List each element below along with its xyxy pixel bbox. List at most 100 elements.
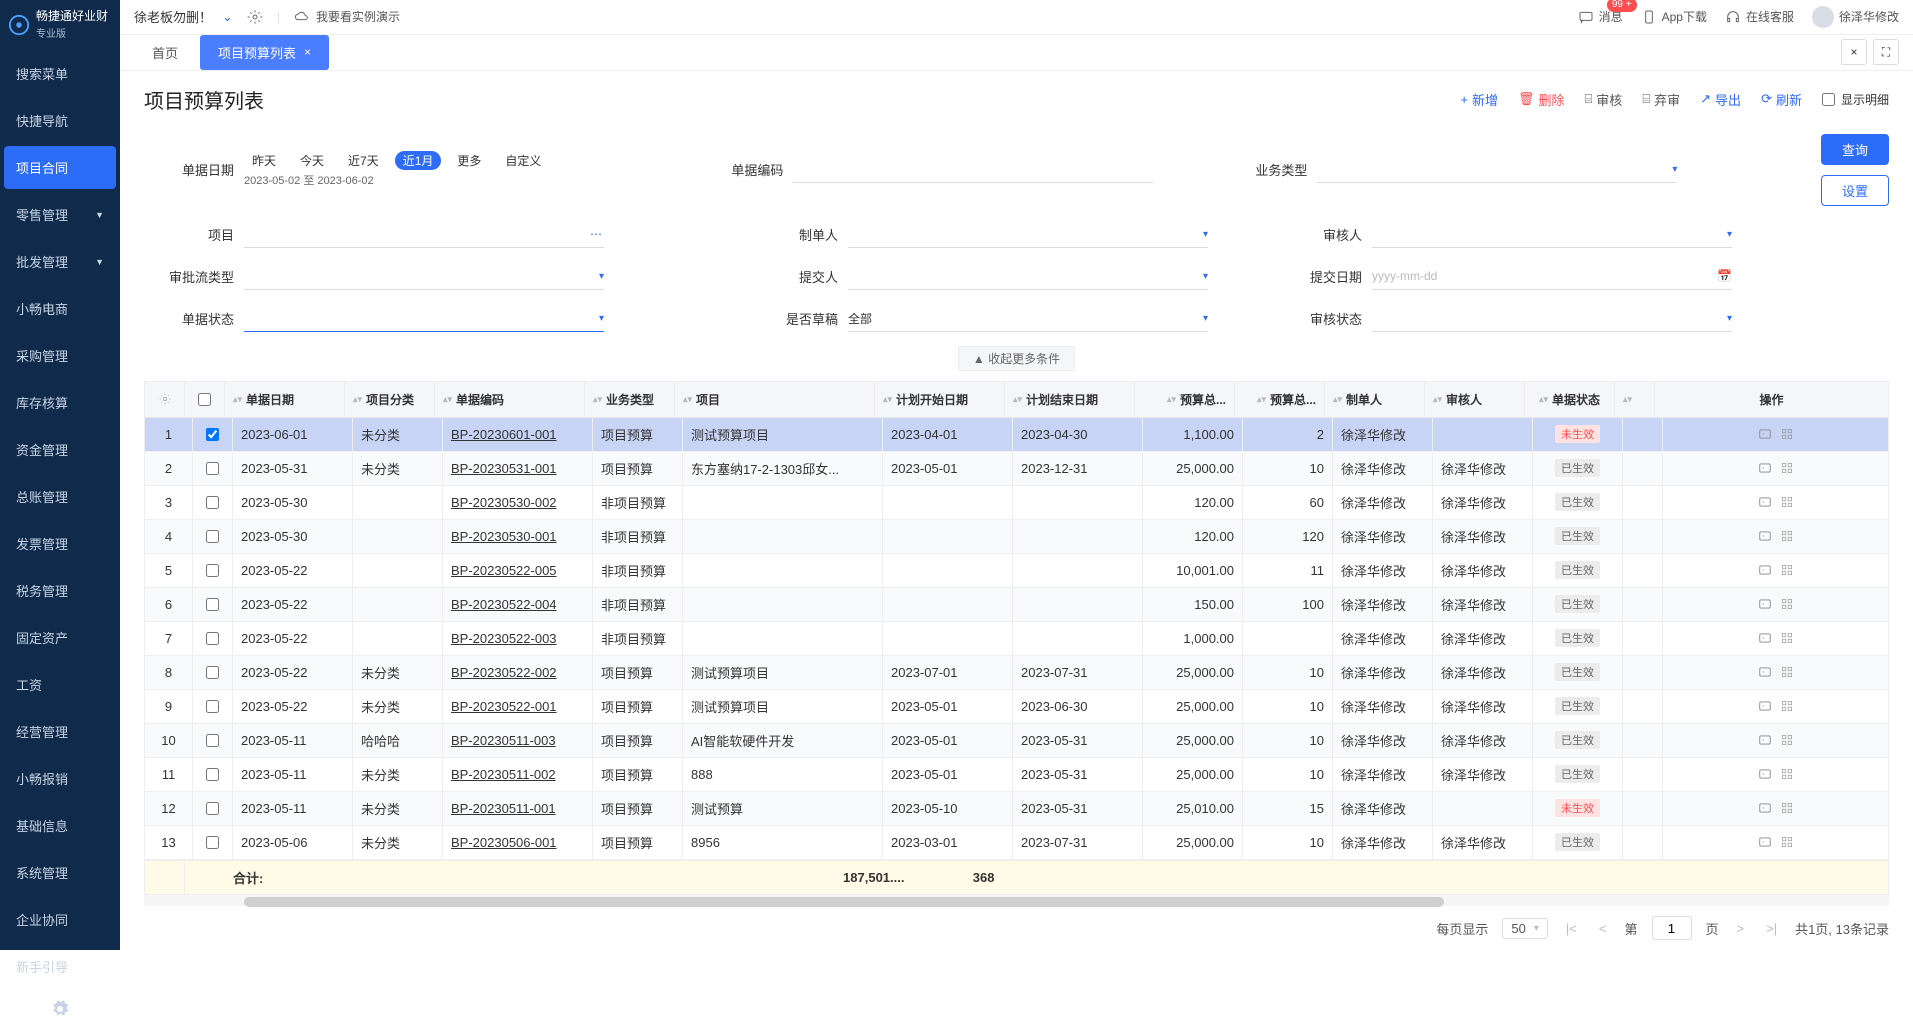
- close-icon[interactable]: ×: [304, 45, 311, 59]
- grid-icon[interactable]: [1780, 597, 1794, 611]
- row-select[interactable]: [193, 724, 233, 757]
- demo-link[interactable]: 我要看实例演示: [294, 8, 400, 25]
- date-pill[interactable]: 近1月: [395, 151, 442, 170]
- table-row[interactable]: 32023-05-30BP-20230530-002非项目预算120.0060徐…: [145, 486, 1888, 520]
- first-page-button[interactable]: |<: [1562, 921, 1581, 936]
- row-checkbox[interactable]: [206, 598, 219, 611]
- row-checkbox[interactable]: [206, 768, 219, 781]
- show-detail-checkbox[interactable]: [1822, 93, 1835, 106]
- sidebar-item[interactable]: 经营管理: [0, 708, 120, 755]
- next-page-button[interactable]: >: [1733, 921, 1749, 936]
- row-checkbox[interactable]: [206, 530, 219, 543]
- table-row[interactable]: 102023-05-11哈哈哈BP-20230511-003项目预算AI智能软硬…: [145, 724, 1888, 758]
- code-link[interactable]: BP-20230530-002: [451, 495, 557, 510]
- audit-button[interactable]: ⌸审核: [1584, 90, 1622, 109]
- row-select[interactable]: [193, 690, 233, 723]
- row-select[interactable]: [193, 554, 233, 587]
- filter-maker-select[interactable]: ▾: [848, 222, 1208, 248]
- page-input[interactable]: [1652, 916, 1692, 940]
- sidebar-item[interactable]: 资金管理: [0, 426, 120, 473]
- row-checkbox[interactable]: [206, 496, 219, 509]
- filter-audit-status-select[interactable]: ▾: [1372, 306, 1732, 332]
- sidebar-item[interactable]: 企业协同: [0, 896, 120, 943]
- grid-icon[interactable]: [1780, 427, 1794, 441]
- col-status[interactable]: ▴▾单据状态: [1525, 382, 1615, 417]
- sidebar-item[interactable]: 库存核算: [0, 379, 120, 426]
- col-end[interactable]: ▴▾计划结束日期: [1005, 382, 1135, 417]
- col-amt2[interactable]: ▴▾预算总...: [1235, 382, 1325, 417]
- col-code[interactable]: ▴▾单据编码: [435, 382, 585, 417]
- sidebar-item[interactable]: 总账管理: [0, 473, 120, 520]
- sidebar-item[interactable]: 快捷导航: [0, 97, 120, 144]
- grid-icon[interactable]: [1780, 631, 1794, 645]
- show-detail-toggle[interactable]: 显示明细: [1822, 91, 1889, 108]
- code-link[interactable]: BP-20230531-001: [451, 461, 557, 476]
- filter-submit-date-input[interactable]: yyyy-mm-dd📅: [1372, 264, 1732, 290]
- sidebar-item[interactable]: 小畅报销: [0, 755, 120, 802]
- scroll-thumb[interactable]: [244, 897, 1444, 907]
- code-link[interactable]: BP-20230522-002: [451, 665, 557, 680]
- add-button[interactable]: +新增: [1460, 90, 1498, 109]
- date-pill[interactable]: 自定义: [497, 151, 549, 170]
- view-icon[interactable]: [1758, 495, 1772, 509]
- sidebar-item[interactable]: 零售管理▼: [0, 191, 120, 238]
- code-link[interactable]: BP-20230511-003: [451, 733, 556, 748]
- tab-home[interactable]: 首页: [134, 35, 196, 70]
- date-pill[interactable]: 更多: [449, 151, 489, 170]
- view-icon[interactable]: [1758, 597, 1772, 611]
- grid-icon[interactable]: [1780, 801, 1794, 815]
- view-icon[interactable]: [1758, 631, 1772, 645]
- grid-icon[interactable]: [1780, 665, 1794, 679]
- sidebar-item[interactable]: 批发管理▼: [0, 238, 120, 285]
- row-checkbox[interactable]: [206, 564, 219, 577]
- row-checkbox[interactable]: [206, 462, 219, 475]
- table-row[interactable]: 92023-05-22未分类BP-20230522-001项目预算测试预算项目2…: [145, 690, 1888, 724]
- row-checkbox[interactable]: [206, 666, 219, 679]
- code-link[interactable]: BP-20230506-001: [451, 835, 557, 850]
- row-select[interactable]: [193, 588, 233, 621]
- org-selector[interactable]: 徐老板勿删！ ⌄: [134, 7, 233, 26]
- filter-flow-select[interactable]: ▾: [244, 264, 604, 290]
- col-select-all[interactable]: [185, 382, 225, 417]
- filter-status-select[interactable]: ▾: [244, 306, 604, 332]
- table-row[interactable]: 112023-05-11未分类BP-20230511-002项目预算888202…: [145, 758, 1888, 792]
- table-row[interactable]: 12023-06-01未分类BP-20230601-001项目预算测试预算项目2…: [145, 418, 1888, 452]
- date-pill[interactable]: 昨天: [244, 151, 284, 170]
- view-icon[interactable]: [1758, 801, 1772, 815]
- sidebar-item[interactable]: 发票管理: [0, 520, 120, 567]
- code-link[interactable]: BP-20230522-001: [451, 699, 557, 714]
- grid-icon[interactable]: [1780, 835, 1794, 849]
- filter-auditor-select[interactable]: ▾: [1372, 222, 1732, 248]
- code-link[interactable]: BP-20230522-003: [451, 631, 557, 646]
- tab-close-button[interactable]: ×: [1841, 39, 1867, 65]
- row-select[interactable]: [193, 418, 233, 451]
- row-checkbox[interactable]: [206, 802, 219, 815]
- sidebar-item[interactable]: 工资: [0, 661, 120, 708]
- table-row[interactable]: 72023-05-22BP-20230522-003非项目预算1,000.00徐…: [145, 622, 1888, 656]
- grid-icon[interactable]: [1780, 461, 1794, 475]
- messages-button[interactable]: 消息 99 +: [1578, 8, 1623, 25]
- grid-icon[interactable]: [1780, 495, 1794, 509]
- grid-icon[interactable]: [1780, 529, 1794, 543]
- user-menu[interactable]: 徐泽华修改: [1812, 6, 1899, 28]
- table-row[interactable]: 62023-05-22BP-20230522-004非项目预算150.00100…: [145, 588, 1888, 622]
- per-page-select[interactable]: 50▾: [1502, 918, 1548, 939]
- row-select[interactable]: [193, 452, 233, 485]
- grid-icon[interactable]: [1780, 563, 1794, 577]
- select-all-checkbox[interactable]: [198, 393, 211, 406]
- code-link[interactable]: BP-20230522-004: [451, 597, 557, 612]
- col-start[interactable]: ▴▾计划开始日期: [875, 382, 1005, 417]
- code-link[interactable]: BP-20230511-002: [451, 767, 556, 782]
- col-flag[interactable]: ▴▾: [1615, 382, 1655, 417]
- col-btype[interactable]: ▴▾业务类型: [585, 382, 675, 417]
- col-maker[interactable]: ▴▾制单人: [1325, 382, 1425, 417]
- sidebar-item[interactable]: 系统管理: [0, 849, 120, 896]
- filter-btype-select[interactable]: ▾: [1317, 157, 1677, 183]
- app-download-button[interactable]: App下载: [1641, 8, 1707, 25]
- abandon-button[interactable]: ⌸弃审: [1642, 90, 1680, 109]
- row-select[interactable]: [193, 656, 233, 689]
- search-button[interactable]: 查询: [1821, 134, 1889, 165]
- col-amt1[interactable]: ▴▾预算总...: [1135, 382, 1235, 417]
- filter-code-input[interactable]: [793, 157, 1153, 183]
- col-date[interactable]: ▴▾单据日期: [225, 382, 345, 417]
